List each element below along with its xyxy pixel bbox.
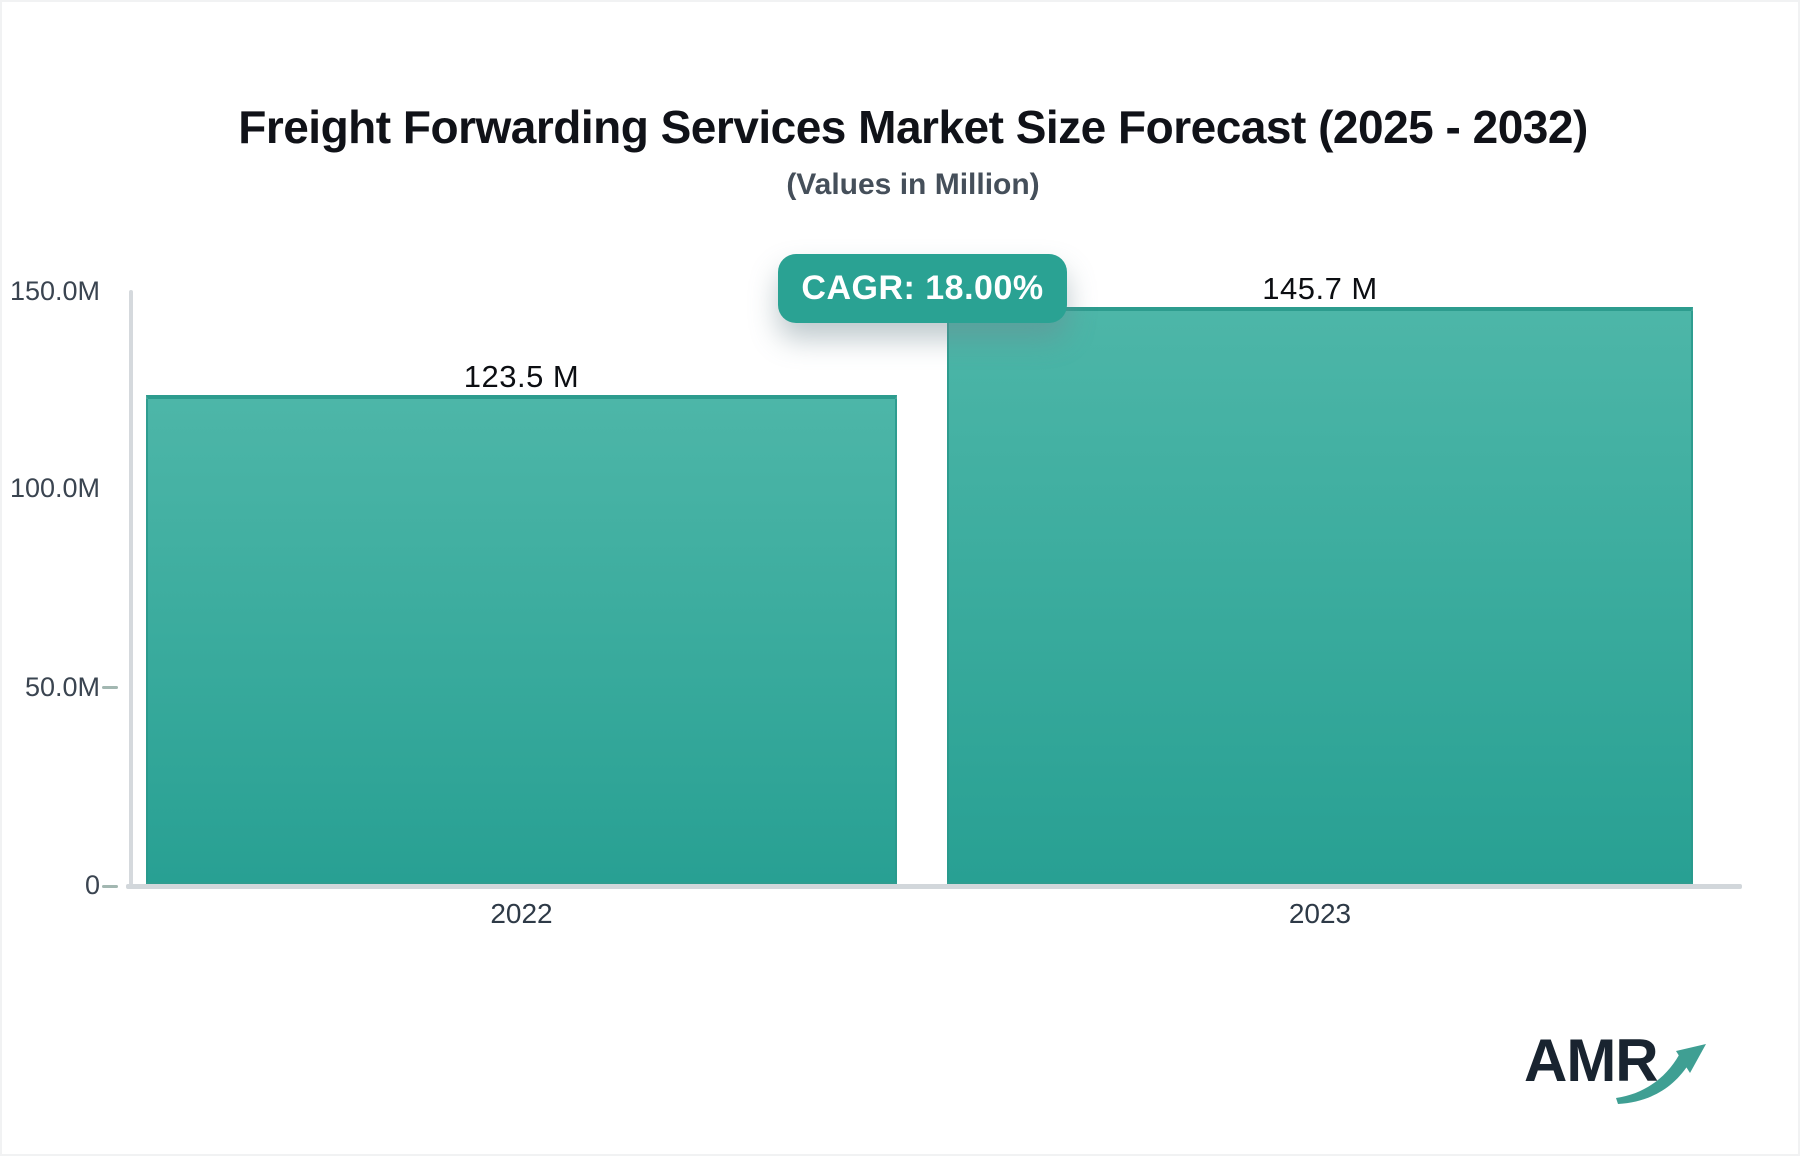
y-tick-label-0: 0 [84, 870, 100, 900]
y-tick-label-100: 100.0M [9, 473, 100, 503]
cagr-badge: CAGR: 18.00% [778, 254, 1067, 323]
x-category-label-2023: 2023 [1288, 898, 1352, 929]
bar-value-label-2022: 123.5 M [463, 359, 580, 394]
growth-arrow-icon [1616, 1042, 1708, 1115]
brand-logo-text: AMR [1524, 1027, 1659, 1094]
y-tick-mark-0 [102, 885, 118, 888]
x-category-label-2022: 2022 [490, 898, 553, 929]
bar-2022: 123.5 M [146, 359, 897, 884]
chart-subtitle: (Values in Million) [786, 168, 1040, 201]
brand-logo: AMR [1524, 1026, 1724, 1114]
y-tick-label-50: 50.0M [24, 672, 100, 702]
y-tick-mark-50 [102, 686, 118, 689]
chart-title: Freight Forwarding Services Market Size … [238, 101, 1588, 153]
bar-2023: 145.7 M [947, 271, 1693, 884]
bar-value-label-2023: 145.7 M [1262, 271, 1378, 306]
y-tick-label-150: 150.0M [9, 276, 100, 306]
x-axis-baseline [126, 884, 1742, 889]
y-axis-line [129, 290, 133, 889]
